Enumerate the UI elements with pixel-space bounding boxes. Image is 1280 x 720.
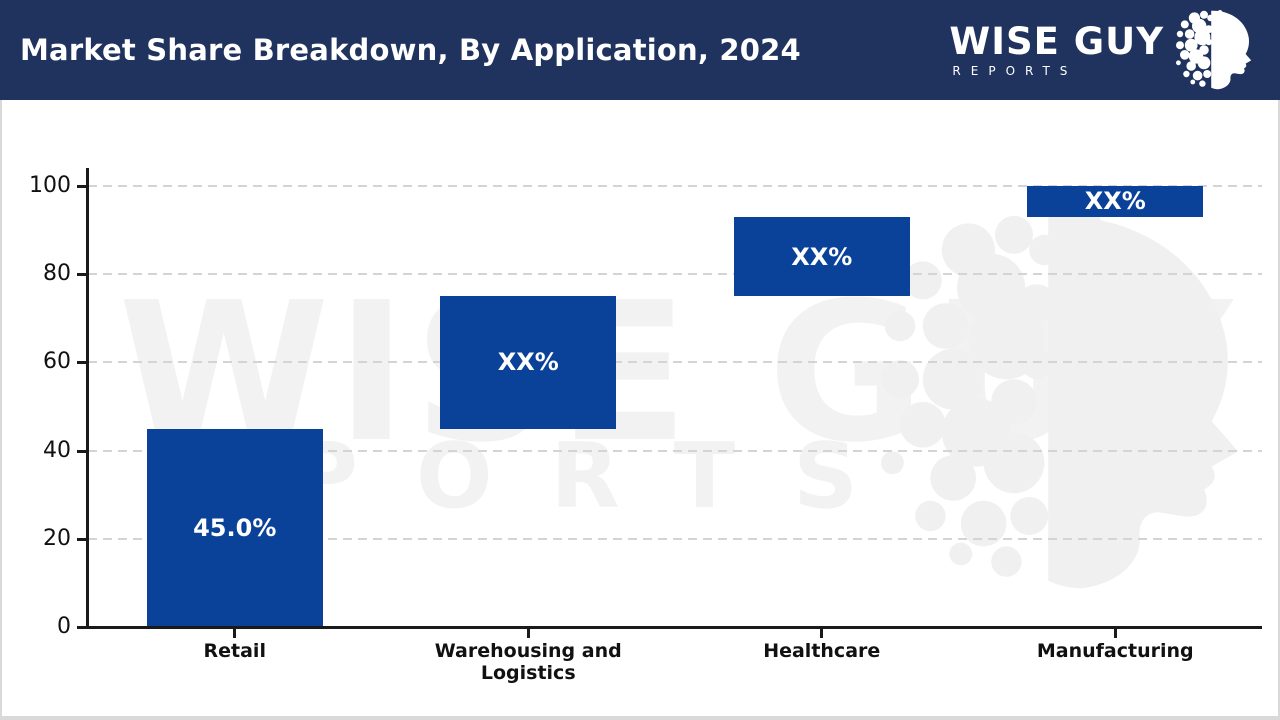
bar-segment: 45.0% [146, 428, 323, 627]
y-tick-label: 20 [43, 525, 71, 551]
x-axis-line [86, 626, 1262, 629]
x-tick-mark [1113, 629, 1117, 638]
bar-value-label: XX% [1084, 187, 1146, 216]
y-tick-mark [77, 537, 86, 541]
bar-segment: XX% [733, 216, 910, 297]
brand-name: WISE GUY [949, 19, 1164, 63]
brand-logo: WISE GUY REPORTS [949, 10, 1260, 90]
x-axis-label: Manufacturing [1036, 640, 1194, 662]
x-tick-mark [820, 629, 824, 638]
y-axis-line [86, 168, 89, 629]
x-tick-mark [526, 629, 530, 638]
watermark-text-line2: PORTS [292, 424, 916, 529]
bar-segment: XX% [1027, 186, 1204, 217]
gridline [88, 273, 1262, 276]
bar-segment: XX% [440, 296, 617, 429]
page-title: Market Share Breakdown, By Application, … [20, 33, 801, 67]
x-axis-label: Retail [203, 640, 266, 662]
brand-subtitle: REPORTS [952, 63, 1078, 78]
watermark-head-icon [881, 212, 1239, 589]
y-tick-mark [77, 626, 86, 629]
wiseguy-head-icon [1176, 10, 1252, 90]
gridline [88, 185, 1262, 187]
bar-value-label: 45.0% [193, 513, 277, 542]
gridline [88, 449, 1262, 452]
y-tick-mark [77, 361, 86, 365]
brand-text: WISE GUY REPORTS [949, 23, 1164, 78]
x-axis-label: Healthcare [763, 640, 881, 662]
x-tick-mark [233, 629, 237, 638]
gridline [88, 361, 1262, 364]
y-tick-mark [77, 273, 86, 277]
y-tick-mark [77, 449, 86, 453]
bar-value-label: XX% [497, 348, 559, 377]
y-tick-mark [77, 185, 86, 188]
header-bar: Market Share Breakdown, By Application, … [0, 0, 1280, 100]
y-tick-label: 80 [43, 261, 71, 287]
y-tick-label: 40 [43, 437, 71, 463]
y-tick-label: 100 [29, 173, 71, 198]
y-tick-label: 60 [43, 349, 71, 375]
bar-value-label: XX% [791, 242, 853, 271]
x-axis-label: Warehousing and Logistics [434, 640, 622, 684]
y-tick-label: 0 [57, 614, 71, 639]
gridline [88, 537, 1262, 540]
